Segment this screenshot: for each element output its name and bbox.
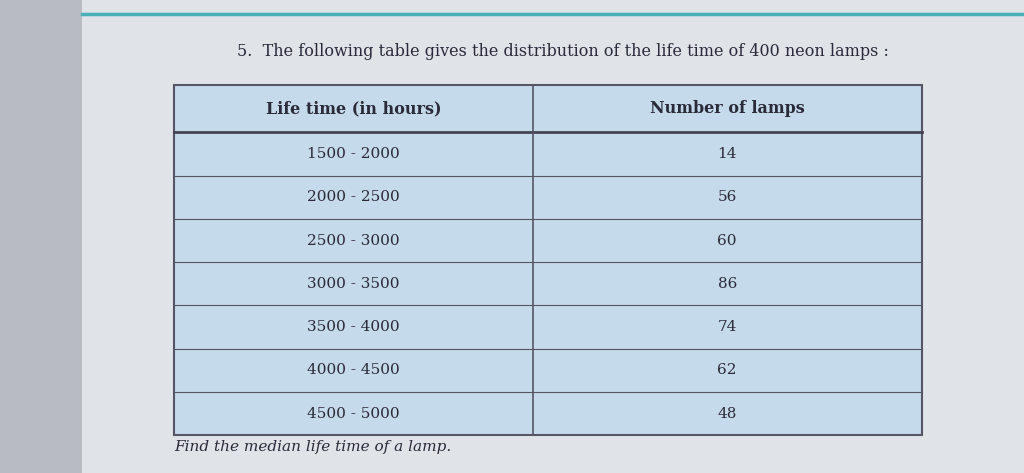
Text: 86: 86 (718, 277, 737, 291)
Text: Find the median life time of a lamp.: Find the median life time of a lamp. (174, 440, 452, 454)
Text: 56: 56 (718, 190, 737, 204)
Text: 60: 60 (718, 234, 737, 247)
Text: 3000 - 3500: 3000 - 3500 (307, 277, 399, 291)
Bar (174, 85, 922, 435)
Text: 62: 62 (718, 363, 737, 377)
Text: Number of lamps: Number of lamps (650, 100, 805, 117)
Text: 5.  The following table gives the distribution of the life time of 400 neon lamp: 5. The following table gives the distrib… (238, 43, 889, 60)
Text: 2500 - 3000: 2500 - 3000 (307, 234, 399, 247)
Text: 48: 48 (718, 406, 737, 420)
Text: 2000 - 2500: 2000 - 2500 (307, 190, 399, 204)
Text: 4500 - 5000: 4500 - 5000 (307, 406, 399, 420)
Text: 74: 74 (718, 320, 737, 334)
Text: 14: 14 (718, 147, 737, 161)
Text: Life time (in hours): Life time (in hours) (266, 100, 441, 117)
Text: 1500 - 2000: 1500 - 2000 (307, 147, 399, 161)
Text: 4000 - 4500: 4000 - 4500 (307, 363, 399, 377)
Bar (0, 0, 82, 473)
Text: 3500 - 4000: 3500 - 4000 (307, 320, 399, 334)
